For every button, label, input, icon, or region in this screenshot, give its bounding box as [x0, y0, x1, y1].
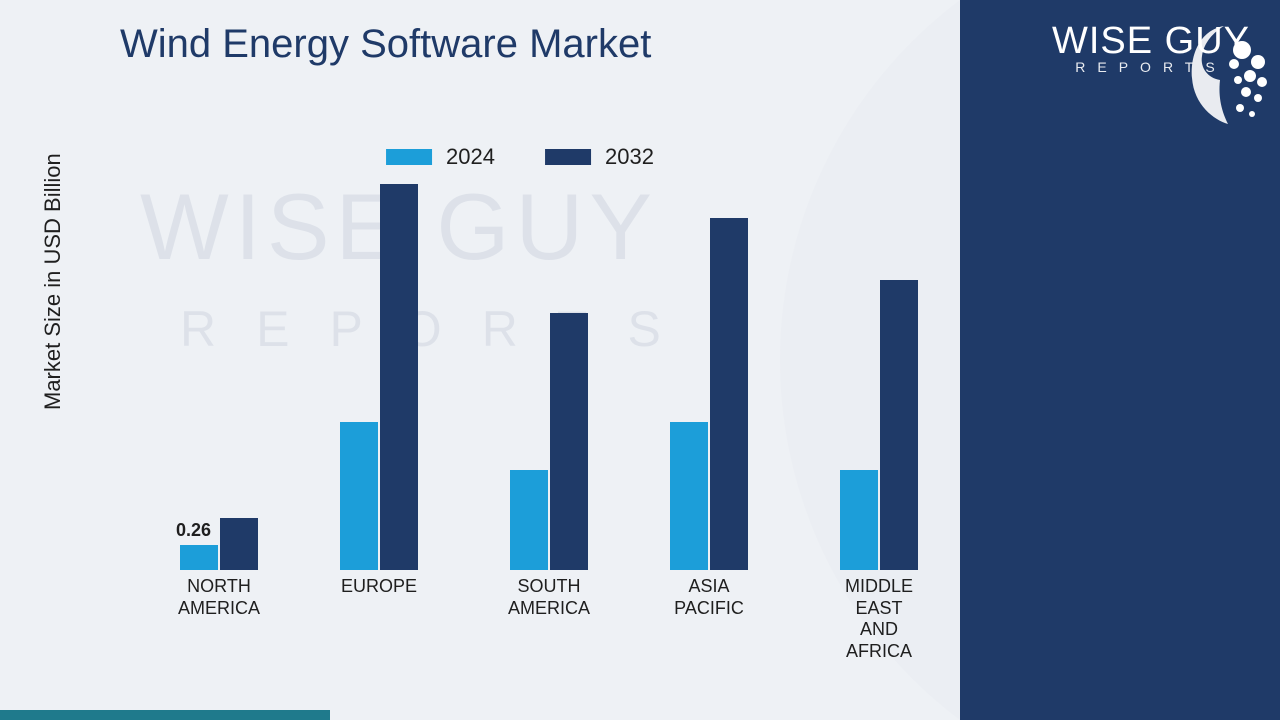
legend: 2024 2032	[386, 144, 654, 170]
bar	[380, 184, 418, 570]
x-axis-label: NORTH AMERICA	[178, 570, 260, 619]
y-axis-label: Market Size in USD Billion	[40, 153, 66, 410]
bar-group: ASIA PACIFIC	[670, 218, 748, 570]
legend-label-2024: 2024	[446, 144, 495, 170]
bar	[340, 422, 378, 570]
brand-main-text: WISE GUY	[1052, 20, 1250, 63]
footer-accent-bar	[0, 710, 330, 720]
plot-area: NORTH AMERICAEUROPESOUTH AMERICAASIA PAC…	[140, 170, 960, 570]
brand-sub-text: REPORTS	[1052, 59, 1250, 75]
bar	[180, 545, 218, 570]
x-axis-label: EUROPE	[341, 570, 417, 598]
chart-title: Wind Energy Software Market	[120, 22, 651, 67]
page-root: WISE GUY REPORTS Wind Energy Software Ma…	[0, 0, 1280, 720]
legend-swatch-2032	[545, 149, 591, 165]
bar-group: SOUTH AMERICA	[510, 313, 588, 570]
legend-label-2032: 2032	[605, 144, 654, 170]
bar-group: MIDDLE EAST AND AFRICA	[840, 280, 918, 570]
chart-container: Market Size in USD Billion 2024 2032 NOR…	[60, 150, 980, 670]
bar	[670, 422, 708, 570]
bar	[220, 518, 258, 570]
legend-item-2032: 2032	[545, 144, 654, 170]
bar	[710, 218, 748, 570]
legend-item-2024: 2024	[386, 144, 495, 170]
bar	[840, 470, 878, 570]
bar-group: EUROPE	[340, 184, 418, 570]
legend-swatch-2024	[386, 149, 432, 165]
bar	[510, 470, 548, 570]
x-axis-label: MIDDLE EAST AND AFRICA	[845, 570, 913, 662]
bar	[880, 280, 918, 570]
brand-logo: WISE GUY REPORTS	[1052, 20, 1250, 75]
x-axis-label: ASIA PACIFIC	[674, 570, 744, 619]
bar	[550, 313, 588, 570]
value-label: 0.26	[176, 520, 211, 541]
x-axis-label: SOUTH AMERICA	[508, 570, 590, 619]
